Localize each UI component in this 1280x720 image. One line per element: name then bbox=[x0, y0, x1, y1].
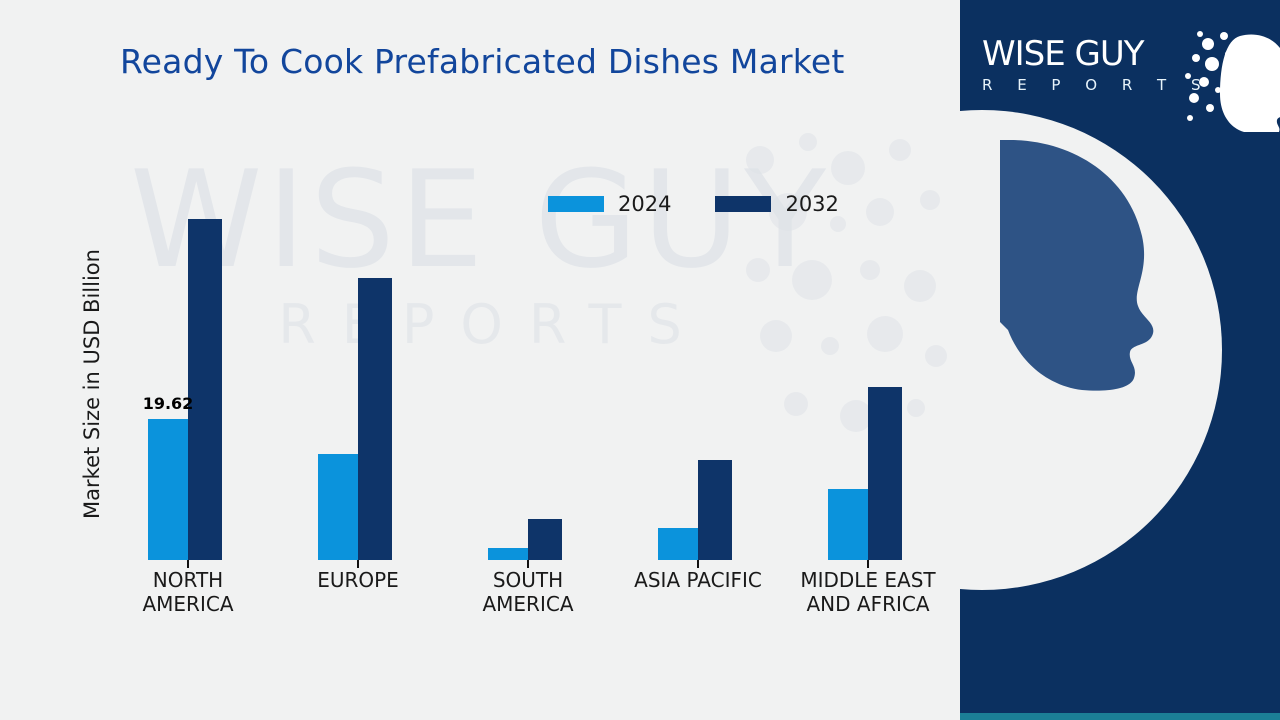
legend-item-2024[interactable]: 2024 bbox=[548, 192, 671, 216]
brand-head-dots-icon bbox=[1185, 31, 1280, 132]
brand-tagline: R E P O R T S bbox=[982, 76, 1211, 94]
plot-area: NORTH AMERICA EUROPE SOUTH AMERICA ASIA PAC… bbox=[100, 200, 940, 616]
category-label: ASIA PACIFIC bbox=[634, 568, 762, 592]
brand-panel: WISE GUY R E P O R T S bbox=[960, 0, 1280, 720]
axis-tick bbox=[697, 560, 699, 568]
legend-swatch-2032 bbox=[715, 196, 772, 212]
brand-head-silhouette-icon bbox=[1000, 140, 1154, 391]
bar-value-label: 19.62 bbox=[142, 393, 194, 413]
bar-2032[interactable] bbox=[868, 386, 902, 560]
category-label: MIDDLE EAST AND AFRICA bbox=[800, 568, 936, 616]
axis-tick bbox=[187, 560, 189, 568]
bar-2024[interactable] bbox=[828, 488, 868, 560]
bar-2024[interactable] bbox=[318, 453, 358, 560]
category-label: SOUTH AMERICA bbox=[482, 568, 574, 616]
bar-2024[interactable] bbox=[148, 418, 188, 560]
bar-2024[interactable] bbox=[658, 528, 698, 560]
bar-2032[interactable] bbox=[698, 460, 732, 560]
category-label: EUROPE bbox=[317, 568, 399, 592]
legend-item-2032[interactable]: 2032 bbox=[715, 192, 839, 216]
chart-legend: 2024 2032 bbox=[548, 192, 839, 216]
page-title: Ready To Cook Prefabricated Dishes Marke… bbox=[120, 42, 845, 81]
legend-label-2032: 2032 bbox=[785, 192, 839, 216]
legend-label-2024: 2024 bbox=[618, 192, 672, 216]
bar-2032[interactable] bbox=[188, 219, 222, 560]
brand-logo: WISE GUY R E P O R T S bbox=[982, 31, 1280, 132]
bar-2032[interactable] bbox=[528, 519, 562, 560]
brand-bottom-strip bbox=[960, 713, 1280, 720]
axis-tick bbox=[357, 560, 359, 568]
axis-tick bbox=[867, 560, 869, 568]
chart-panel: WISE GUY REPORTS bbox=[80, 42, 940, 616]
bar-2024[interactable] bbox=[488, 547, 528, 560]
brand-name: WISE GUY bbox=[982, 34, 1145, 74]
category-label: NORTH AMERICA bbox=[142, 568, 234, 616]
legend-swatch-2024 bbox=[548, 196, 604, 212]
bar-2032[interactable] bbox=[358, 278, 392, 560]
axis-tick bbox=[527, 560, 529, 568]
